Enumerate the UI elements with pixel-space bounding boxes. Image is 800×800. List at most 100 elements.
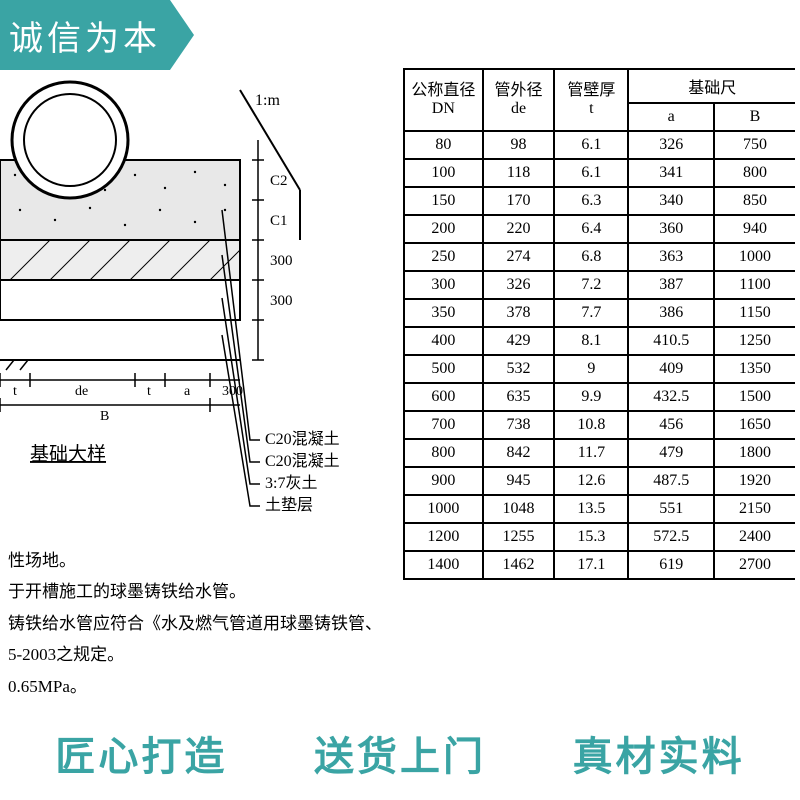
cell-de: 378 bbox=[483, 299, 555, 327]
cell-t: 6.1 bbox=[554, 131, 628, 159]
cell-t: 10.8 bbox=[554, 411, 628, 439]
cell-de: 429 bbox=[483, 327, 555, 355]
dim-h2: 300 bbox=[270, 293, 293, 309]
table-row: 1501706.3340850 bbox=[404, 187, 795, 215]
spec-notes: 性场地。 于开槽施工的球墨铸铁给水管。 铸铁给水管应符合《水及燃气管道用球墨铸铁… bbox=[8, 545, 398, 702]
marketing-slogans: 匠心打造 送货上门 真材实料 bbox=[0, 724, 800, 782]
cell-de: 98 bbox=[483, 131, 555, 159]
cell-a: 410.5 bbox=[628, 327, 714, 355]
cell-t: 8.1 bbox=[554, 327, 628, 355]
cell-B: 2700 bbox=[714, 551, 795, 579]
note-line-2: 于开槽施工的球墨铸铁给水管。 bbox=[8, 576, 398, 607]
dim-t1: t bbox=[13, 384, 17, 399]
cell-B: 1650 bbox=[714, 411, 795, 439]
cell-B: 1100 bbox=[714, 271, 795, 299]
cell-t: 15.3 bbox=[554, 523, 628, 551]
cell-de: 1255 bbox=[483, 523, 555, 551]
dim-slope: 1:m bbox=[255, 92, 280, 109]
table-row: 90094512.6487.51920 bbox=[404, 467, 795, 495]
col-group-foundation: 基础尺 bbox=[628, 69, 795, 103]
cell-a: 619 bbox=[628, 551, 714, 579]
col-B: B bbox=[714, 103, 795, 131]
cell-de: 118 bbox=[483, 159, 555, 187]
cell-de: 170 bbox=[483, 187, 555, 215]
cell-B: 750 bbox=[714, 131, 795, 159]
table-row: 70073810.84561650 bbox=[404, 411, 795, 439]
cell-a: 386 bbox=[628, 299, 714, 327]
cell-de: 220 bbox=[483, 215, 555, 243]
cell-t: 11.7 bbox=[554, 439, 628, 467]
slogan-3: 真材实料 bbox=[573, 724, 745, 782]
table-row: 3503787.73861150 bbox=[404, 299, 795, 327]
dim-de: de bbox=[75, 384, 88, 399]
dim-B: B bbox=[100, 409, 109, 424]
col-de: de bbox=[486, 100, 552, 118]
dim-c2: C2 bbox=[270, 173, 288, 189]
cell-B: 1250 bbox=[714, 327, 795, 355]
cell-dn: 1200 bbox=[404, 523, 483, 551]
cell-t: 13.5 bbox=[554, 495, 628, 523]
cell-t: 9.9 bbox=[554, 383, 628, 411]
table-row: 1400146217.16192700 bbox=[404, 551, 795, 579]
dim-h1: 300 bbox=[270, 253, 293, 269]
cell-a: 432.5 bbox=[628, 383, 714, 411]
callout-c20-2: C20混凝土 bbox=[265, 452, 340, 470]
cell-dn: 700 bbox=[404, 411, 483, 439]
cell-de: 1462 bbox=[483, 551, 555, 579]
table-row: 2502746.83631000 bbox=[404, 243, 795, 271]
cell-dn: 300 bbox=[404, 271, 483, 299]
slogan-2: 送货上门 bbox=[314, 724, 486, 782]
cell-t: 7.7 bbox=[554, 299, 628, 327]
col-dn-top: 公称直径 bbox=[407, 82, 480, 100]
table-row: 1200125515.3572.52400 bbox=[404, 523, 795, 551]
cell-t: 6.3 bbox=[554, 187, 628, 215]
cell-de: 326 bbox=[483, 271, 555, 299]
table-row: 4004298.1410.51250 bbox=[404, 327, 795, 355]
cell-t: 7.2 bbox=[554, 271, 628, 299]
cell-a: 326 bbox=[628, 131, 714, 159]
cell-dn: 100 bbox=[404, 159, 483, 187]
note-line-1: 性场地。 bbox=[8, 545, 398, 576]
cell-de: 1048 bbox=[483, 495, 555, 523]
col-de-top: 管外径 bbox=[486, 82, 552, 100]
cell-a: 551 bbox=[628, 495, 714, 523]
table-row: 1001186.1341800 bbox=[404, 159, 795, 187]
cell-a: 341 bbox=[628, 159, 714, 187]
cell-dn: 1000 bbox=[404, 495, 483, 523]
cell-a: 363 bbox=[628, 243, 714, 271]
slogan-1: 匠心打造 bbox=[55, 724, 227, 782]
cell-de: 945 bbox=[483, 467, 555, 495]
foundation-svg: 1:m bbox=[0, 60, 380, 600]
cell-B: 1800 bbox=[714, 439, 795, 467]
cell-a: 456 bbox=[628, 411, 714, 439]
cell-dn: 1400 bbox=[404, 551, 483, 579]
dim-t2: t bbox=[147, 384, 151, 399]
cell-a: 340 bbox=[628, 187, 714, 215]
col-t-top: 管壁厚 bbox=[557, 82, 625, 100]
cell-a: 572.5 bbox=[628, 523, 714, 551]
cell-dn: 500 bbox=[404, 355, 483, 383]
cell-t: 6.8 bbox=[554, 243, 628, 271]
table-row: 6006359.9432.51500 bbox=[404, 383, 795, 411]
cell-B: 1920 bbox=[714, 467, 795, 495]
cell-a: 487.5 bbox=[628, 467, 714, 495]
cell-a: 409 bbox=[628, 355, 714, 383]
cell-de: 635 bbox=[483, 383, 555, 411]
cell-B: 1500 bbox=[714, 383, 795, 411]
cell-dn: 400 bbox=[404, 327, 483, 355]
cell-B: 940 bbox=[714, 215, 795, 243]
note-line-4: 5-2003之规定。 bbox=[8, 639, 398, 670]
note-line-3: 铸铁给水管应符合《水及燃气管道用球墨铸铁管、 bbox=[8, 608, 398, 639]
col-t: t bbox=[557, 100, 625, 118]
cell-de: 738 bbox=[483, 411, 555, 439]
foundation-diagram: 1:m bbox=[0, 60, 380, 600]
callout-c20-1: C20混凝土 bbox=[265, 430, 340, 448]
cell-B: 1150 bbox=[714, 299, 795, 327]
cell-dn: 600 bbox=[404, 383, 483, 411]
dim-a: a bbox=[184, 384, 191, 399]
pipe-spec-table: 公称直径 DN 管外径 de 管壁厚 t 基础尺 a B 80986.13267… bbox=[403, 68, 795, 580]
cell-t: 12.6 bbox=[554, 467, 628, 495]
cell-dn: 800 bbox=[404, 439, 483, 467]
table-row: 2002206.4360940 bbox=[404, 215, 795, 243]
table-header-row-1: 公称直径 DN 管外径 de 管壁厚 t 基础尺 bbox=[404, 69, 795, 103]
